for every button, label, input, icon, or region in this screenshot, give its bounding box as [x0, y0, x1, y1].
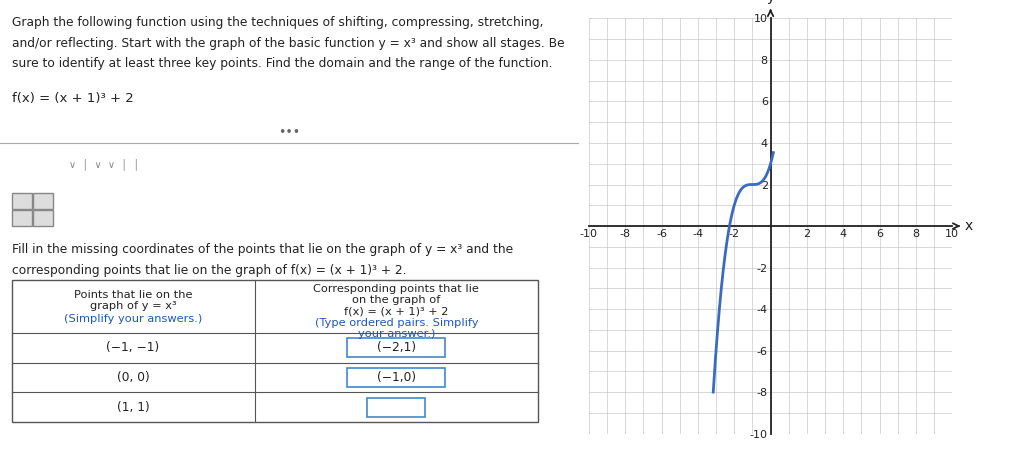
- Text: graph of y = x³: graph of y = x³: [90, 302, 176, 311]
- Text: y: y: [766, 0, 775, 4]
- Bar: [11, 280, 538, 422]
- Text: (−2,1): (−2,1): [377, 341, 416, 354]
- Text: ∨  │  ∨  ∨  │  │: ∨ │ ∨ ∨ │ │: [70, 158, 139, 170]
- Bar: [33, 210, 53, 226]
- Text: (−1, −1): (−1, −1): [106, 341, 160, 354]
- Text: and/or reflecting. Start with the graph of the basic function y = x³ and show al: and/or reflecting. Start with the graph …: [11, 37, 564, 50]
- Text: Points that lie on the: Points that lie on the: [74, 290, 193, 300]
- Text: f(x) = (x + 1)³ + 2: f(x) = (x + 1)³ + 2: [344, 307, 449, 317]
- Text: (−1,0): (−1,0): [377, 371, 416, 384]
- Bar: [11, 193, 32, 209]
- Bar: [347, 338, 445, 357]
- Text: f(x) = (x + 1)³ + 2: f(x) = (x + 1)³ + 2: [11, 92, 133, 105]
- Text: sure to identify at least three key points. Find the domain and the range of the: sure to identify at least three key poin…: [11, 57, 552, 70]
- Bar: [33, 193, 53, 209]
- Text: Corresponding points that lie: Corresponding points that lie: [313, 284, 479, 294]
- Text: corresponding points that lie on the graph of f(x) = (x + 1)³ + 2.: corresponding points that lie on the gra…: [11, 264, 407, 277]
- Bar: [368, 397, 425, 417]
- Bar: [347, 368, 445, 387]
- Text: (0, 0): (0, 0): [117, 371, 150, 384]
- Text: on the graph of: on the graph of: [352, 296, 440, 305]
- Text: x: x: [965, 219, 973, 233]
- Text: (Simplify your answers.): (Simplify your answers.): [63, 314, 202, 324]
- Text: your answer.): your answer.): [357, 329, 435, 339]
- Text: Fill in the missing coordinates of the points that lie on the graph of y = x³ an: Fill in the missing coordinates of the p…: [11, 243, 513, 256]
- Text: (1, 1): (1, 1): [117, 401, 150, 414]
- Text: •••: •••: [279, 126, 300, 139]
- Text: Graph the following function using the techniques of shifting, compressing, stre: Graph the following function using the t…: [11, 16, 543, 29]
- Text: (Type ordered pairs. Simplify: (Type ordered pairs. Simplify: [314, 319, 478, 328]
- Bar: [11, 210, 32, 226]
